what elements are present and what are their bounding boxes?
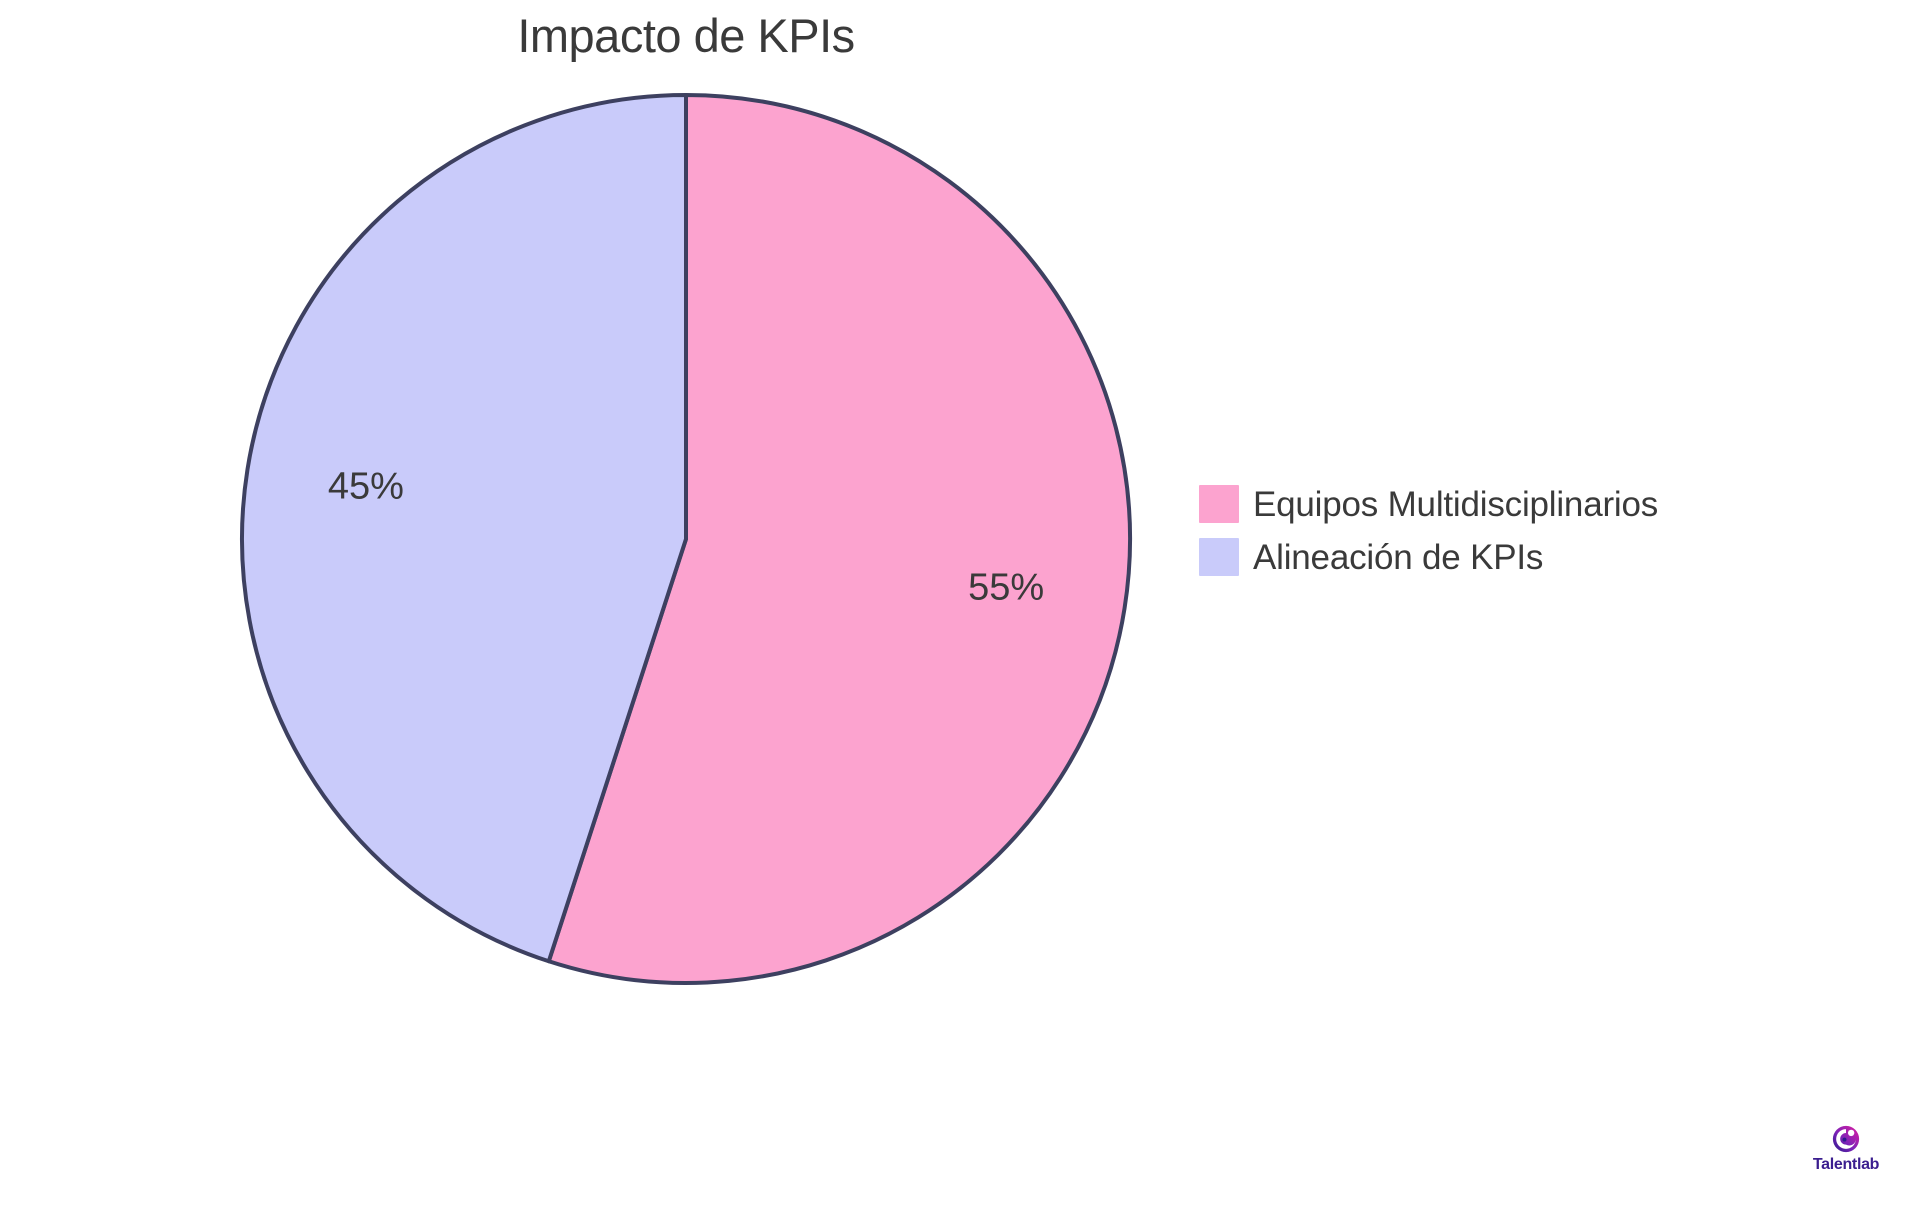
pie-plot-area: 55% 45%: [240, 93, 1133, 985]
pie-slice-equipos-multidisciplinarios[interactable]: [546, 93, 1133, 985]
legend-item-alineacion-de-kpis[interactable]: Alineación de KPIs: [1199, 538, 1658, 576]
pie-slice-value-label-1: 45%: [328, 465, 404, 507]
legend-swatch-icon-0: [1199, 485, 1239, 523]
legend-label-0: Equipos Multidisciplinarios: [1253, 484, 1659, 524]
chart-title: Impacto de KPIs: [517, 9, 855, 62]
pie-slice-alineacion-de-kpis[interactable]: [240, 93, 688, 964]
pie-slice-value-label-0: 55%: [968, 567, 1044, 609]
legend-item-equipos-multidisciplinarios[interactable]: Equipos Multidisciplinarios: [1199, 485, 1658, 523]
legend-swatch-icon-1: [1199, 538, 1239, 576]
chart-legend: Equipos Multidisciplinarios Alineación d…: [1199, 485, 1658, 576]
pie-svg: 55% 45%: [240, 93, 1133, 985]
talentlab-swirl-icon: [1832, 1125, 1860, 1153]
brand-name: Talentlab: [1812, 1156, 1880, 1173]
brand-watermark: Talentlab: [1786, 1124, 1906, 1174]
legend-label-1: Alineación de KPIs: [1253, 537, 1544, 577]
